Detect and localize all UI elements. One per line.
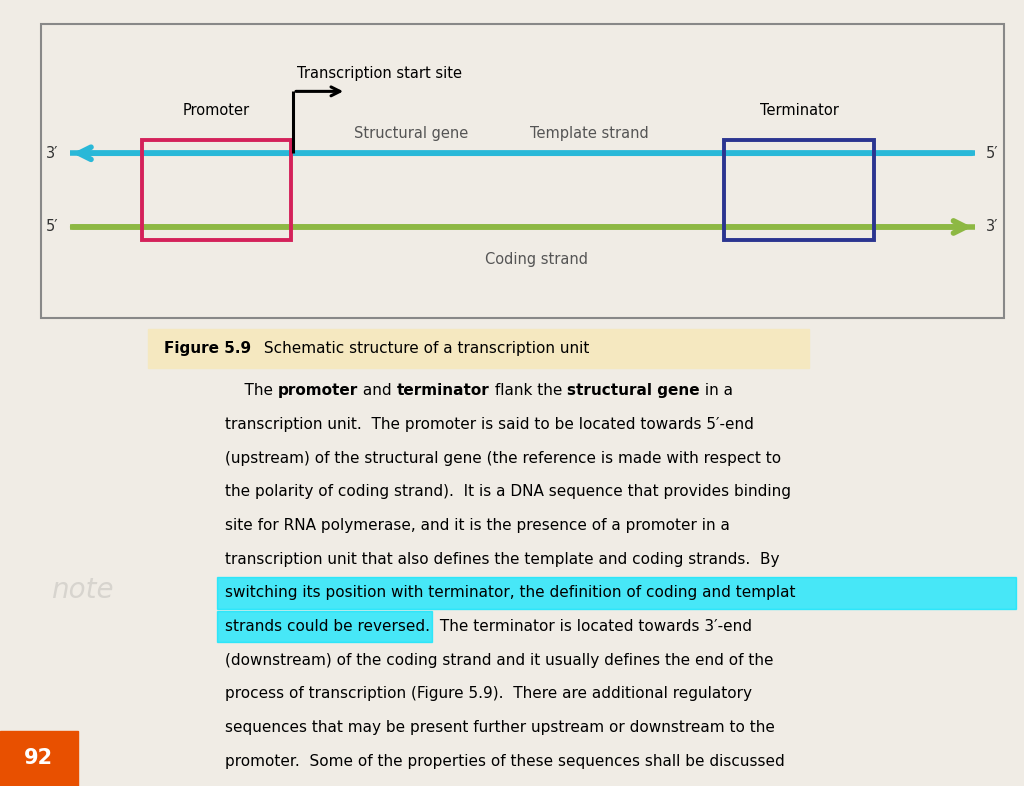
Text: 5′: 5′: [986, 145, 998, 161]
Text: and: and: [358, 384, 397, 399]
Text: 3′: 3′: [986, 219, 998, 234]
Text: transcription unit.  The promoter is said to be located towards 5′-end: transcription unit. The promoter is said…: [225, 417, 754, 432]
Text: The: The: [225, 384, 279, 399]
Text: switching its position with terminator, the definition of coding and templat: switching its position with terminator, …: [225, 586, 796, 601]
Text: the polarity of coding strand).  It is a DNA sequence that provides binding: the polarity of coding strand). It is a …: [225, 484, 792, 499]
Bar: [217, 611, 432, 642]
Text: terminator: terminator: [397, 384, 489, 399]
Bar: [217, 577, 1016, 608]
Text: Template strand: Template strand: [530, 127, 649, 141]
Text: Transcription start site: Transcription start site: [297, 66, 462, 81]
Text: note: note: [50, 575, 114, 604]
Text: Coding strand: Coding strand: [485, 252, 588, 266]
Text: The terminator is located towards 3′-end: The terminator is located towards 3′-end: [435, 619, 753, 634]
Bar: [148, 329, 809, 369]
Text: structural gene: structural gene: [567, 384, 699, 399]
Text: Figure 5.9: Figure 5.9: [164, 341, 251, 356]
Text: Promoter: Promoter: [183, 103, 250, 118]
Text: sequences that may be present further upstream or downstream to the: sequences that may be present further up…: [225, 720, 775, 735]
Bar: [724, 140, 873, 240]
Text: 92: 92: [25, 748, 53, 769]
Text: process of transcription (Figure 5.9).  There are additional regulatory: process of transcription (Figure 5.9). T…: [225, 686, 753, 701]
Text: in a: in a: [699, 384, 732, 399]
Text: site for RNA polymerase, and it is the presence of a promoter in a: site for RNA polymerase, and it is the p…: [225, 518, 730, 533]
Bar: [0, 731, 78, 786]
Bar: [142, 140, 291, 240]
Text: promoter.  Some of the properties of these sequences shall be discussed: promoter. Some of the properties of thes…: [225, 754, 785, 769]
Text: (downstream) of the coding strand and it usually defines the end of the: (downstream) of the coding strand and it…: [225, 652, 774, 667]
Text: (upstream) of the structural gene (the reference is made with respect to: (upstream) of the structural gene (the r…: [225, 450, 781, 465]
Text: transcription unit that also defines the template and coding strands.  By: transcription unit that also defines the…: [225, 552, 780, 567]
Text: Schematic structure of a transcription unit: Schematic structure of a transcription u…: [259, 341, 590, 356]
Text: Structural gene: Structural gene: [354, 127, 469, 141]
Text: promoter: promoter: [279, 384, 358, 399]
Text: 5′: 5′: [46, 219, 58, 234]
Text: Terminator: Terminator: [760, 103, 839, 118]
Text: strands could be reversed.: strands could be reversed.: [225, 619, 430, 634]
Text: 3′: 3′: [46, 145, 58, 161]
Text: flank the: flank the: [489, 384, 567, 399]
